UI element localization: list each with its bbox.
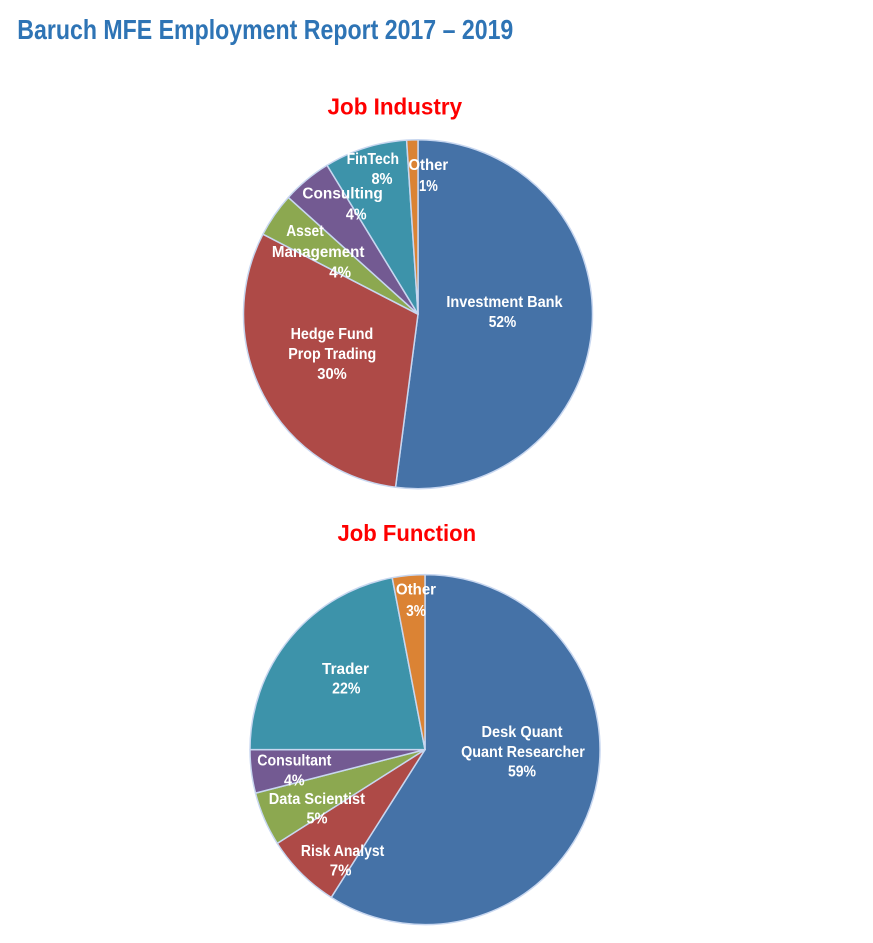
svg-text:1%: 1% [419, 178, 438, 195]
svg-text:Risk Analyst: Risk Analyst [301, 843, 384, 860]
svg-text:Hedge Fund: Hedge Fund [291, 326, 374, 343]
svg-text:Desk Quant: Desk Quant [482, 724, 563, 741]
svg-text:22%: 22% [332, 680, 360, 697]
svg-text:Quant Researcher: Quant Researcher [461, 744, 585, 761]
svg-text:5%: 5% [307, 811, 328, 828]
svg-text:Consultant: Consultant [257, 752, 331, 769]
svg-text:Asset: Asset [286, 223, 324, 240]
svg-text:Data Scientist: Data Scientist [269, 791, 365, 808]
svg-text:Job Function: Job Function [337, 520, 476, 546]
svg-text:52%: 52% [489, 314, 517, 331]
svg-text:Baruch MFE Employment Report 2: Baruch MFE Employment Report 2017 – 2019 [17, 14, 513, 45]
svg-text:Management: Management [272, 244, 365, 261]
svg-text:4%: 4% [284, 773, 305, 790]
svg-text:3%: 3% [406, 603, 426, 620]
svg-text:Other: Other [396, 582, 436, 599]
svg-text:Job Industry: Job Industry [328, 94, 463, 120]
svg-text:Consulting: Consulting [302, 185, 382, 202]
svg-text:8%: 8% [371, 171, 392, 188]
svg-text:FinTech: FinTech [347, 151, 399, 168]
svg-text:Investment Bank: Investment Bank [446, 294, 563, 311]
svg-text:Prop Trading: Prop Trading [288, 346, 376, 363]
svg-text:30%: 30% [317, 366, 347, 383]
svg-text:Trader: Trader [322, 661, 369, 678]
svg-text:4%: 4% [329, 265, 351, 282]
svg-text:7%: 7% [330, 862, 352, 879]
svg-text:59%: 59% [508, 763, 536, 780]
svg-text:4%: 4% [346, 207, 367, 224]
svg-text:Other: Other [408, 157, 448, 174]
